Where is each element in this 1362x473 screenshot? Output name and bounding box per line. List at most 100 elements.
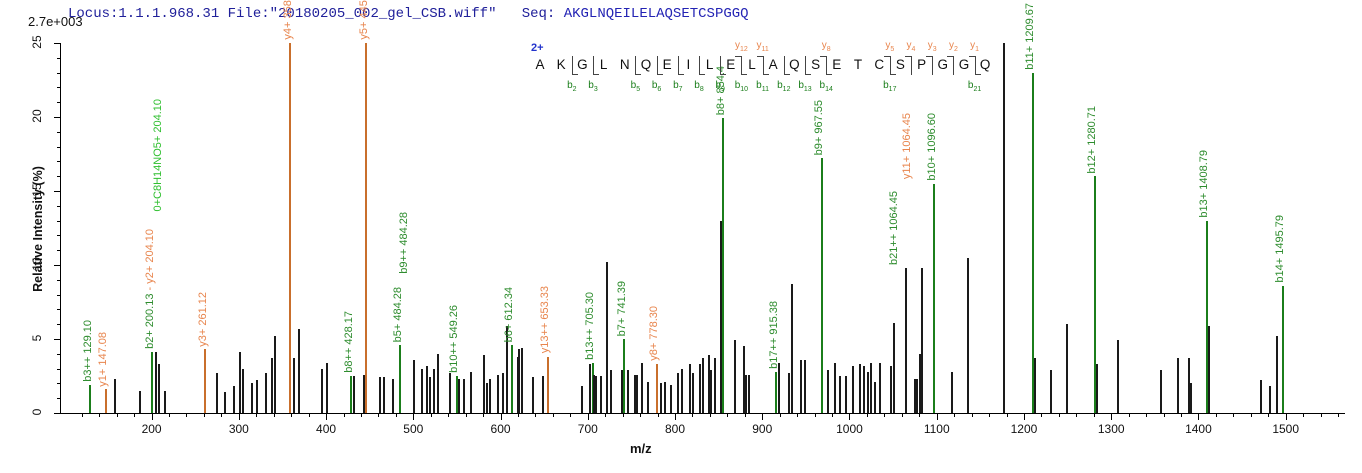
peak <box>966 257 969 413</box>
x-minor-tick <box>221 413 223 417</box>
peak <box>233 386 236 413</box>
fragment-divider-b-bar <box>889 74 896 75</box>
peak <box>641 362 644 413</box>
y-ion-label: y5 <box>885 40 895 53</box>
x-tick-label: 500 <box>403 422 424 436</box>
y-tick-label: 0 <box>30 408 44 416</box>
x-minor-tick <box>1163 413 1165 417</box>
peak <box>239 352 242 413</box>
b-ion-label: b2 <box>567 80 577 93</box>
peak <box>412 359 415 413</box>
peak-label: y11+ 1064.45 <box>900 112 913 180</box>
peak-label: b13++ 705.30 <box>584 291 597 360</box>
fragment-divider-y-bar <box>735 56 742 57</box>
peak <box>164 390 167 413</box>
residue-letter: N <box>619 57 630 72</box>
peak <box>636 374 639 413</box>
peak <box>486 383 489 413</box>
y-minor-tick <box>57 131 60 133</box>
x-minor-tick <box>1320 413 1322 417</box>
residue-letter: G <box>958 57 970 72</box>
peak <box>541 376 544 413</box>
peak <box>1095 364 1098 413</box>
peak <box>270 358 273 413</box>
x-minor-tick <box>727 413 729 417</box>
fragment-divider-b-bar <box>720 74 727 75</box>
peak <box>1049 370 1052 413</box>
peak <box>1208 325 1211 413</box>
x-axis <box>60 413 1345 414</box>
peak <box>951 371 954 413</box>
peak <box>677 373 680 413</box>
peak <box>747 374 750 413</box>
fragment-divider <box>974 56 976 75</box>
x-minor-tick <box>395 413 397 417</box>
peak-label: 0+C8H14NO5+ 204.10 <box>152 99 165 212</box>
fragment-divider <box>762 56 764 75</box>
peak <box>593 374 596 413</box>
x-minor-tick <box>308 413 310 417</box>
peak <box>1177 358 1179 413</box>
header-line: Locus:1.1.1.968.31 File:"20180205_002_ge… <box>68 6 749 22</box>
y-tick-label: 25 <box>30 35 44 49</box>
b-ion-label: b17 <box>883 80 897 93</box>
x-minor-tick <box>744 413 746 417</box>
peak <box>905 267 908 413</box>
x-minor-tick <box>1338 413 1340 417</box>
peak-label: b3++ 129.10 <box>81 320 94 382</box>
y-minor-tick <box>57 87 60 89</box>
fragment-divider-b-bar <box>699 74 705 75</box>
fragment-divider-b-bar <box>826 74 833 75</box>
x-minor-tick <box>570 413 572 417</box>
x-minor-tick <box>1250 413 1252 417</box>
peak <box>589 364 592 413</box>
fragment-divider-b-bar <box>677 74 684 75</box>
peak <box>713 358 716 413</box>
peak <box>787 373 790 413</box>
peak <box>1002 43 1005 413</box>
fragment-divider-y-bar <box>926 56 933 57</box>
y-minor-tick <box>57 57 60 59</box>
peak <box>516 356 519 413</box>
peak-label: y5+ 445.2 <box>357 0 370 40</box>
fragment-divider <box>826 56 828 75</box>
residue-letter: E <box>662 57 672 72</box>
peak-label: b8++ 428.17 <box>342 311 355 373</box>
peak <box>878 362 881 413</box>
x-tick <box>1111 413 1113 420</box>
y-tick <box>54 43 60 44</box>
peak <box>104 389 107 413</box>
fragment-divider <box>699 56 700 75</box>
x-minor-tick <box>203 413 205 417</box>
y-tick <box>54 413 60 414</box>
peak <box>581 386 584 413</box>
x-minor-tick <box>552 413 554 417</box>
x-minor-tick <box>1093 413 1095 417</box>
peak <box>742 346 745 413</box>
peak <box>455 376 458 413</box>
y-minor-tick <box>57 250 60 252</box>
x-minor-tick <box>884 413 886 417</box>
peak <box>365 43 367 413</box>
x-tick-label: 200 <box>141 422 162 436</box>
peak <box>432 368 435 413</box>
fragment-divider <box>635 56 637 75</box>
header-locus-file: Locus:1.1.1.968.31 File:"20180205_002_ge… <box>68 6 497 22</box>
x-tick-label: 1200 <box>1010 422 1038 436</box>
x-tick <box>849 413 851 420</box>
x-tick <box>238 413 240 420</box>
peak-label: b14+ 1495.79 <box>1274 215 1286 283</box>
peak <box>634 374 637 413</box>
y-minor-tick <box>57 235 60 237</box>
x-minor-tick <box>901 413 903 417</box>
x-tick-label: 900 <box>752 422 773 436</box>
peak <box>151 352 154 413</box>
peak-label: b21++ 1064.45 <box>887 190 900 265</box>
peak <box>1159 370 1162 413</box>
x-tick-label: 600 <box>490 422 511 436</box>
y-ion-label: y4 <box>906 40 916 53</box>
residue-letter: L <box>748 57 756 72</box>
residue-letter: Q <box>789 57 800 72</box>
peak <box>591 362 594 413</box>
